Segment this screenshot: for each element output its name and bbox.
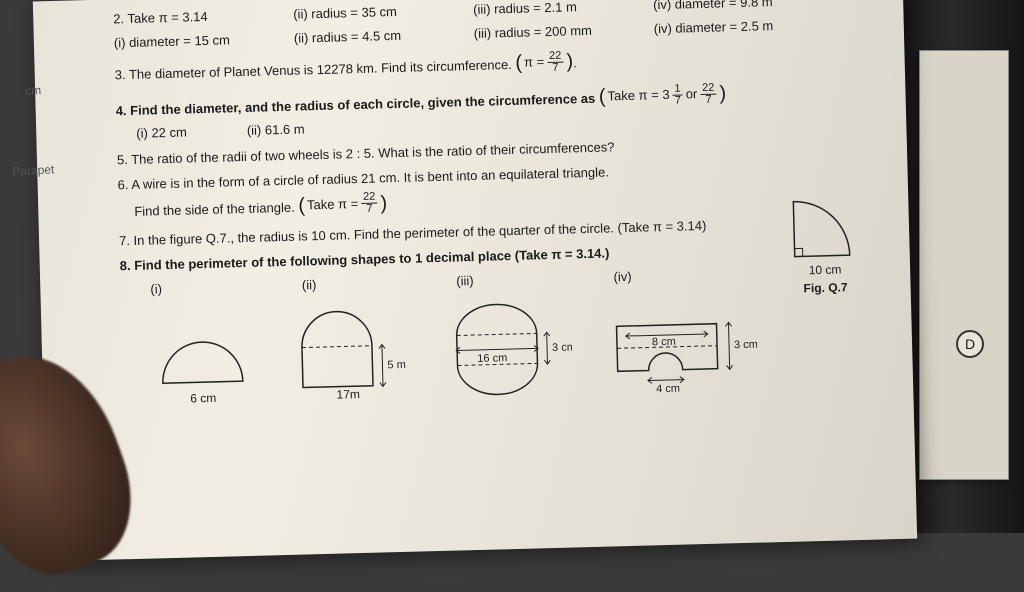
q8-sub-ii: (ii) (302, 275, 317, 295)
rect-notch-shape-icon: 8 cm 4 cm 3 cm (606, 303, 758, 397)
q5-text: 5. The ratio of the radii of two wheels … (117, 139, 615, 167)
margin-text-parapet: Parapet (12, 160, 55, 181)
q2-intro: 2. Take π = 3.14 (113, 5, 263, 28)
q2b-iii: (iii) radius = 200 mm (474, 20, 624, 43)
q4-f1n: 1 (672, 83, 682, 95)
q4-f1d: 7 (673, 95, 683, 106)
question-8: 8. Find the perimeter of the following s… (120, 237, 864, 409)
svg-text:3 cm: 3 cm (552, 341, 573, 354)
q3-pi-expr: π = 22 7 (515, 46, 574, 78)
q8-sub-i: (i) (150, 279, 162, 299)
textbook-page: cm Parapet he d. 2. Take π = 3.14 (ii) r… (33, 0, 917, 561)
q3-pi-den: 7 (547, 62, 564, 73)
shape-1: 6 cm (151, 326, 253, 409)
svg-text:4 cm: 4 cm (656, 383, 680, 396)
q8-sub-iii: (iii) (456, 271, 474, 291)
q4-f2d: 7 (700, 94, 717, 105)
q2a-iii: (iii) radius = 2.1 m (473, 0, 623, 19)
q4-take-expr: Take π = 3 1 7 or 22 7 (598, 78, 726, 111)
q4-f2n: 22 (700, 82, 717, 94)
q8-shapes: 6 cm 5 m 17m (151, 288, 863, 409)
q3-pi-label: π = (524, 52, 545, 72)
semicircle-icon (151, 326, 253, 389)
stadium-shape-icon: 16 cm 3 cm (441, 298, 574, 401)
figure-q7: 10 cm Fig. Q.7 (788, 190, 861, 298)
q2a-iv: (iv) diameter = 9.8 m (653, 0, 803, 15)
q2b-ii: (ii) radius = 4.5 cm (294, 24, 444, 47)
q6-take: Take π = (307, 194, 359, 215)
margin-text-cm: cm (25, 81, 42, 100)
svg-text:8 cm: 8 cm (652, 336, 676, 349)
q4-i: (i) 22 cm (136, 122, 187, 143)
q6-frac: 22 7 (361, 192, 378, 215)
fig-q7-label: 10 cm (790, 260, 860, 280)
q4-frac2: 22 7 (700, 82, 717, 105)
q4-frac1: 1 7 (672, 83, 683, 106)
adjacent-book (919, 50, 1009, 480)
q3-pi-frac: 22 7 (547, 50, 564, 73)
quarter-circle-icon (788, 190, 860, 262)
q6-take-expr: Take π = 22 7 (298, 188, 388, 220)
shape-3: 16 cm 3 cm (441, 298, 574, 401)
shape-2: 5 m 17m (286, 300, 409, 405)
shape-4: 8 cm 4 cm 3 cm (606, 303, 758, 397)
arch-shape-icon: 5 m (286, 300, 408, 393)
shape2-base: 17m (336, 385, 360, 404)
q8-sub-iv: (iv) (613, 266, 632, 286)
q2b-iv: (iv) diameter = 2.5 m (653, 15, 803, 38)
q2b-i: (i) diameter = 15 cm (114, 29, 264, 52)
svg-text:5 m: 5 m (387, 359, 406, 371)
svg-text:16 cm: 16 cm (477, 352, 507, 365)
svg-text:3 cm: 3 cm (734, 339, 758, 352)
q3-pi-num: 22 (547, 50, 564, 62)
page-badge: D (956, 330, 984, 358)
shape1-base: 6 cm (190, 389, 216, 408)
q2a-ii: (ii) radius = 35 cm (293, 1, 443, 24)
q3-text: 3. The diameter of Planet Venus is 12278… (115, 57, 512, 82)
q4-or: or (685, 84, 697, 104)
q6-find: Find the side of the triangle. (134, 199, 295, 218)
fig-q7-caption: Fig. Q.7 (790, 278, 860, 298)
q4-ii: (ii) 61.6 m (247, 119, 305, 140)
q4-take: Take π = 3 (607, 85, 670, 106)
q6-den: 7 (361, 204, 378, 215)
